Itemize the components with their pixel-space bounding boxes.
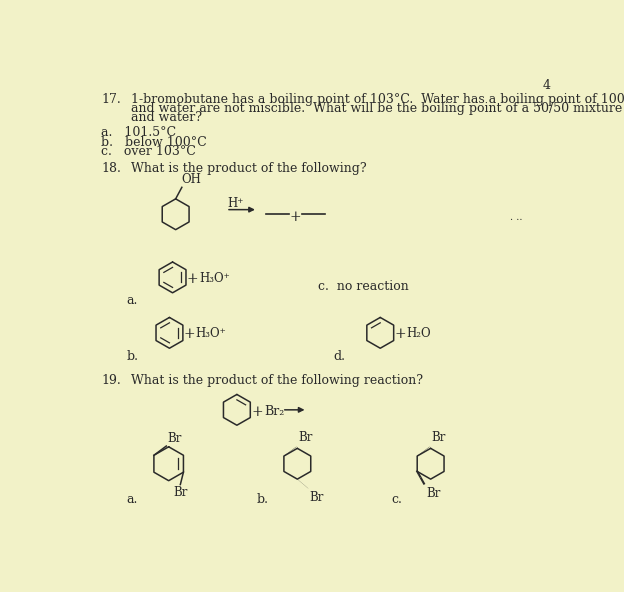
Text: H₂O: H₂O <box>407 327 431 340</box>
Text: a.   101.5°C: a. 101.5°C <box>101 127 177 140</box>
Text: What is the product of the following?: What is the product of the following? <box>130 162 366 175</box>
Text: a.: a. <box>127 294 138 307</box>
Polygon shape <box>416 446 431 457</box>
Text: Br₂: Br₂ <box>264 405 285 418</box>
Text: Br: Br <box>426 487 441 500</box>
Text: c.   over 103°C: c. over 103°C <box>101 145 196 158</box>
Text: +: + <box>289 210 301 224</box>
Text: H₃O⁺: H₃O⁺ <box>196 327 227 340</box>
Text: +: + <box>184 327 195 342</box>
Text: Br: Br <box>298 432 312 445</box>
Text: +: + <box>187 272 198 286</box>
Text: H₃O⁺: H₃O⁺ <box>199 272 230 285</box>
Text: Br: Br <box>167 432 182 445</box>
Text: b.   below 100°C: b. below 100°C <box>101 136 207 149</box>
Polygon shape <box>283 446 297 457</box>
Text: d.: d. <box>334 350 346 363</box>
Text: Br: Br <box>431 432 446 445</box>
Text: 18.: 18. <box>101 162 121 175</box>
Text: and water are not miscible.  What will be the boiling point of a 50/50 mixture o: and water are not miscible. What will be… <box>130 102 624 115</box>
Text: . ..: . .. <box>510 213 523 222</box>
Text: Br: Br <box>310 491 324 504</box>
Text: H⁺: H⁺ <box>228 197 244 210</box>
Text: 4: 4 <box>543 79 551 92</box>
Text: What is the product of the following reaction?: What is the product of the following rea… <box>130 374 422 387</box>
Text: b.: b. <box>256 493 268 506</box>
Text: c.: c. <box>392 493 402 506</box>
Text: 19.: 19. <box>101 374 121 387</box>
Text: and water?: and water? <box>130 111 202 124</box>
Text: Br: Br <box>173 486 188 499</box>
Text: c.  no reaction: c. no reaction <box>318 279 409 292</box>
Text: 17.: 17. <box>101 92 121 105</box>
Text: +: + <box>252 405 263 419</box>
Text: OH: OH <box>182 173 202 186</box>
Text: a.: a. <box>127 493 138 506</box>
Text: b.: b. <box>127 350 139 363</box>
Text: +: + <box>394 327 406 342</box>
Text: 1-bromobutane has a boiling point of 103°C.  Water has a boiling point of 100°C.: 1-bromobutane has a boiling point of 103… <box>130 92 624 105</box>
Polygon shape <box>296 478 309 489</box>
